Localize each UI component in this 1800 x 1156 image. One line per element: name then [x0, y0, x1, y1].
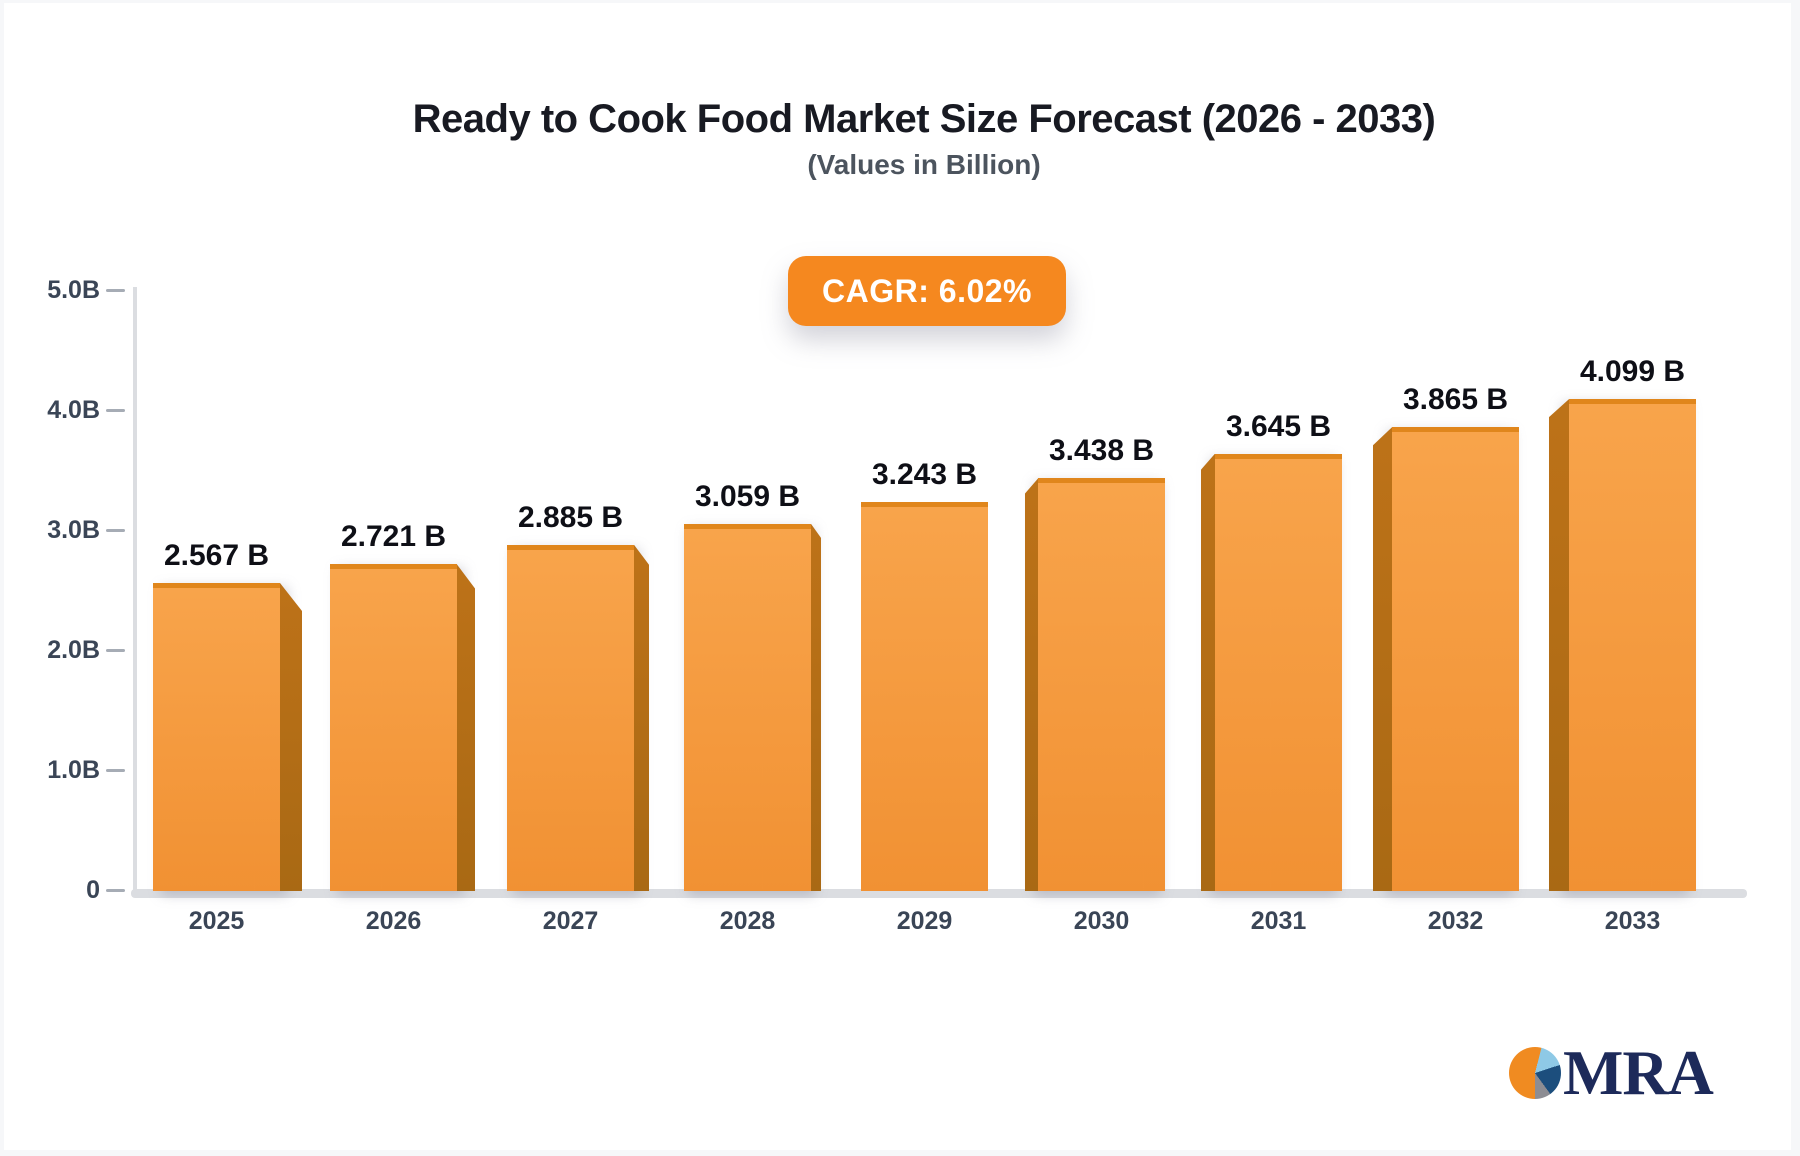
bar-value-label: 4.099 B: [1579, 355, 1686, 389]
x-axis-baseline: [131, 889, 1747, 898]
bar-2028: [684, 523, 811, 891]
bar-value-label: 3.865 B: [1402, 383, 1509, 417]
x-axis-label: 2025: [188, 907, 245, 935]
x-axis-label: 2030: [1073, 907, 1130, 935]
chart-subtitle: (Values in Billion): [807, 149, 1041, 180]
y-axis-tick: [106, 889, 125, 892]
y-axis-tick-label: 1.0B: [47, 756, 100, 784]
bar-3d-side: [1025, 478, 1038, 891]
y-axis-tick: [106, 769, 125, 772]
bar-2033: [1569, 399, 1696, 891]
bar-2027: [507, 544, 634, 891]
chart-title: Ready to Cook Food Market Size Forecast …: [412, 97, 1436, 141]
cagr-badge: CAGR: 6.02%: [788, 256, 1066, 326]
y-axis-tick: [106, 529, 125, 532]
y-axis-tick-label: 2.0B: [47, 636, 100, 664]
x-axis-label: 2033: [1604, 907, 1661, 935]
y-axis-tick-label: 5.0B: [47, 276, 100, 304]
y-axis-tick-label: 0: [86, 876, 100, 904]
bar-3d-side: [280, 582, 302, 891]
bar-value-label: 2.567 B: [163, 538, 270, 572]
x-axis-label: 2028: [719, 907, 776, 935]
mra-logo: MRA: [1509, 1037, 1714, 1108]
x-axis-label: 2026: [365, 907, 422, 935]
x-axis-label: 2031: [1250, 907, 1307, 935]
x-axis-label: 2029: [896, 907, 953, 935]
y-axis-line: [133, 287, 137, 895]
y-axis-tick: [106, 409, 125, 412]
x-axis-label: 2032: [1427, 907, 1484, 935]
bar-value-label: 2.885 B: [517, 500, 624, 534]
y-axis-tick-label: 4.0B: [47, 396, 100, 424]
cagr-badge-label: CAGR: 6.02%: [822, 272, 1032, 309]
chart-card: Ready to Cook Food Market Size Forecast …: [4, 3, 1791, 1150]
bar-3d-side: [1549, 399, 1569, 891]
y-axis-tick-label: 3.0B: [47, 516, 100, 544]
bar-3d-side: [634, 544, 649, 891]
bar-3d-side: [1201, 453, 1215, 891]
bar-2026: [330, 564, 457, 891]
bar-3d-side: [457, 564, 475, 891]
bar-value-label: 2.721 B: [340, 520, 447, 554]
bar-value-label: 3.438 B: [1048, 434, 1155, 468]
bar-value-label: 3.059 B: [694, 479, 801, 513]
bar-2029: [861, 501, 988, 891]
bar-3d-side: [1373, 427, 1392, 891]
bar-2025: [153, 582, 280, 891]
pie-chart-logo-icon: [1509, 1047, 1561, 1099]
bar-2030: [1038, 478, 1165, 891]
y-axis-tick: [106, 649, 125, 652]
bar-2031: [1215, 453, 1342, 891]
x-axis-label: 2027: [542, 907, 599, 935]
bar-3d-side: [811, 523, 821, 891]
bar-value-label: 3.243 B: [871, 457, 978, 491]
bar-value-label: 3.645 B: [1225, 409, 1332, 443]
logo-text: MRA: [1563, 1037, 1714, 1108]
y-axis-tick: [106, 289, 125, 292]
bar-2032: [1392, 427, 1519, 891]
